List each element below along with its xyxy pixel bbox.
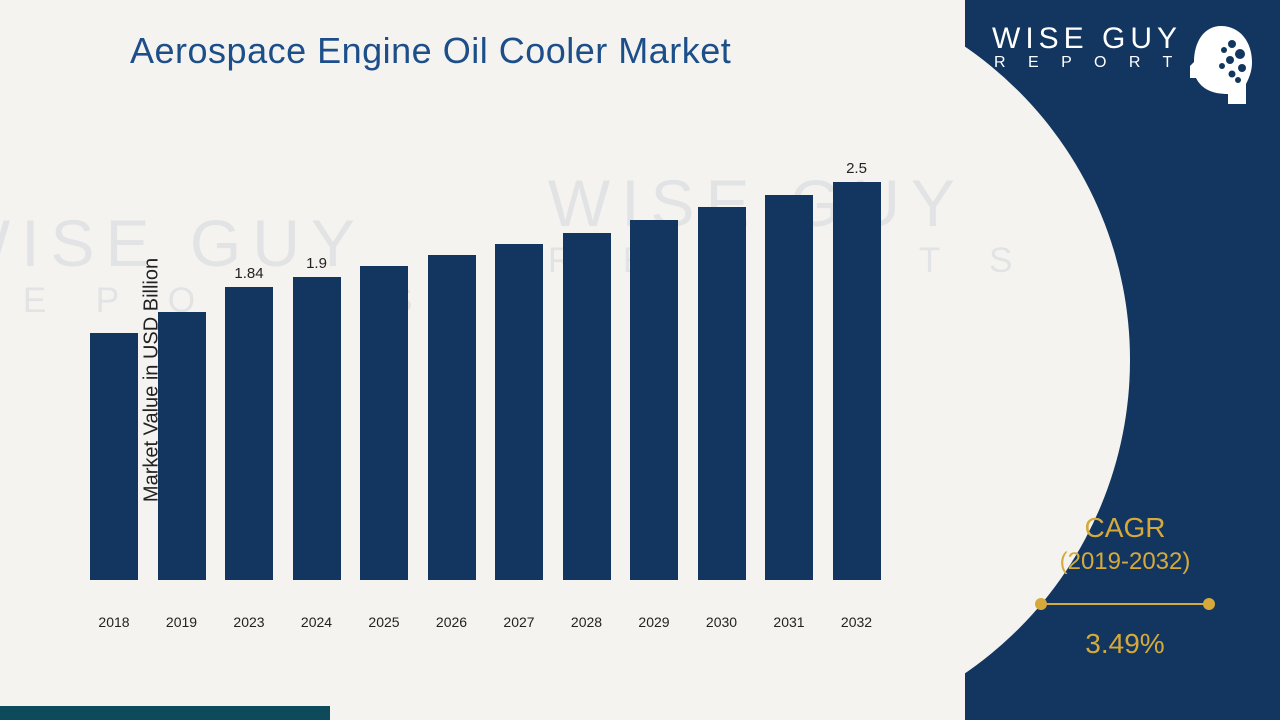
bar: 2.5 [833, 182, 881, 580]
bar-value-label: 1.9 [293, 255, 341, 272]
bar: 1.84 [225, 287, 273, 580]
x-tick-label: 2019 [158, 614, 206, 630]
infographic-canvas: WISE GUY R E P O R T S WISE GUY R E P O … [0, 0, 1280, 720]
bar [765, 195, 813, 580]
bar [563, 233, 611, 580]
bottom-accent-bar [0, 706, 330, 720]
x-tick-label: 2024 [293, 614, 341, 630]
cagr-title: CAGR [1000, 512, 1250, 544]
bar: 1.9 [293, 277, 341, 580]
cagr-range: (2019-2032) [1000, 548, 1250, 576]
x-tick-label: 2030 [698, 614, 746, 630]
cagr-value: 3.49% [1000, 628, 1250, 660]
bar [495, 244, 543, 580]
brand-logo: WISE GUY R E P O R T S [992, 22, 1252, 112]
x-tick-label: 2029 [630, 614, 678, 630]
x-axis-labels: 2018 2019 2023 2024 2025 2026 2027 2028 2029 2030… [90, 610, 900, 634]
x-tick-label: 2018 [90, 614, 138, 630]
chart-title: Aerospace Engine Oil Cooler Market [130, 30, 731, 72]
bar-value-label: 1.84 [225, 265, 273, 282]
head-icon [1184, 22, 1258, 108]
x-tick-label: 2025 [360, 614, 408, 630]
x-tick-label: 2026 [428, 614, 476, 630]
plot-area: 1.84 1.9 2.5 [90, 150, 900, 580]
bar-chart: Market Value in USD Billion 1.841.92.5 2… [80, 150, 900, 610]
bar [90, 333, 138, 580]
bar [698, 207, 746, 580]
bar [360, 266, 408, 580]
cagr-divider [1035, 598, 1215, 610]
bar [428, 255, 476, 580]
x-tick-label: 2032 [833, 614, 881, 630]
bar [630, 220, 678, 580]
bar-value-label: 2.5 [833, 160, 881, 177]
x-tick-label: 2023 [225, 614, 273, 630]
x-tick-label: 2027 [495, 614, 543, 630]
cagr-block: CAGR (2019-2032) 3.49% [1000, 512, 1250, 660]
x-tick-label: 2028 [563, 614, 611, 630]
bar [158, 312, 206, 580]
x-tick-label: 2031 [765, 614, 813, 630]
